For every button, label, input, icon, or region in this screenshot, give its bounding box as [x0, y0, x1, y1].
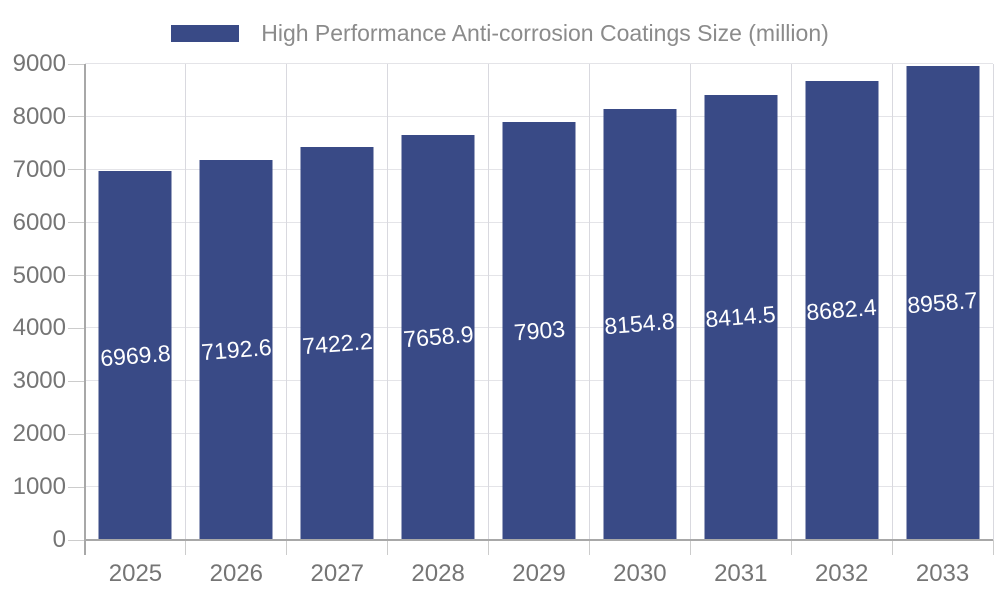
- y-axis-line: [84, 64, 86, 555]
- y-axis-tick-label: 5000: [12, 261, 66, 289]
- x-axis-tick: [185, 540, 187, 555]
- y-axis-tick-label: 3000: [12, 367, 66, 395]
- bar-value-label: 7422.2: [301, 327, 374, 359]
- bar: 7422.2: [300, 147, 374, 540]
- x-axis-tick-label: 2028: [411, 560, 465, 587]
- x-axis-line: [85, 539, 993, 541]
- y-axis-tick: [68, 222, 85, 224]
- y-axis-tick: [68, 380, 85, 382]
- x-axis-tick: [286, 540, 288, 555]
- bar: 8414.5: [704, 94, 778, 540]
- bar-value-label: 8682.4: [805, 294, 878, 326]
- vertical-gridline: [992, 64, 994, 540]
- legend-label: High Performance Anti-corrosion Coatings…: [261, 20, 829, 46]
- x-axis-tick-label: 2026: [209, 560, 264, 587]
- plot-area: 0 1000 2000 3000 4000 5000 6000 7000 8000 9000 696…: [13, 52, 994, 586]
- x-axis-tick: [387, 540, 389, 555]
- x-axis-tick: [790, 540, 792, 555]
- vertical-gridline: [588, 64, 590, 540]
- y-axis-tick-label: 1000: [12, 473, 66, 501]
- y-axis-tick: [68, 539, 85, 541]
- y-axis-tick: [68, 327, 85, 329]
- bar: 6969.8: [98, 171, 172, 540]
- bar-value-label: 7903: [512, 315, 566, 346]
- x-axis-tick-label: 2029: [512, 560, 566, 587]
- horizontal-gridline: [85, 63, 993, 64]
- bar-value-label: 8958.7: [906, 286, 979, 319]
- x-axis-tick: [689, 540, 691, 555]
- x-axis-tick-label: 2027: [310, 560, 364, 587]
- bar: 7903: [502, 122, 576, 540]
- y-axis-tick-label: 6000: [12, 208, 66, 236]
- y-axis-tick-label: 4000: [12, 314, 66, 342]
- y-axis-tick: [68, 486, 85, 488]
- bar: 7192.6: [199, 159, 273, 540]
- y-axis-tick-label: 0: [52, 526, 66, 553]
- vertical-gridline: [488, 64, 490, 540]
- y-axis-tick: [68, 169, 85, 171]
- horizontal-gridline: [85, 115, 993, 117]
- x-axis-tick-label: 2033: [915, 560, 970, 587]
- x-axis-tick-label: 2031: [714, 560, 768, 587]
- x-axis-tick: [992, 540, 994, 555]
- y-axis-tick-label: 9000: [12, 50, 66, 77]
- bar-value-label: 7192.6: [200, 333, 273, 366]
- vertical-gridline: [387, 64, 389, 540]
- vertical-gridline: [689, 64, 691, 540]
- y-axis-tick-label: 2000: [12, 420, 66, 448]
- x-axis-tick: [891, 540, 893, 555]
- y-axis-tick: [68, 433, 85, 435]
- bar-value-label: 8414.5: [704, 301, 777, 333]
- x-axis-tick-label: 2030: [613, 560, 667, 587]
- bar-value-label: 7658.9: [401, 321, 475, 353]
- x-axis-tick-label: 2032: [814, 560, 869, 587]
- legend[interactable]: High Performance Anti-corrosion Coatings…: [0, 20, 1000, 47]
- y-axis-tick-label: 7000: [12, 155, 66, 183]
- bar-value-label: 6969.8: [99, 339, 172, 371]
- bar-value-label: 8154.8: [603, 308, 676, 340]
- vertical-gridline: [891, 64, 893, 540]
- x-axis-tick-label: 2025: [108, 560, 163, 587]
- bar: 8154.8: [603, 108, 677, 540]
- y-axis-tick: [68, 63, 85, 65]
- bar: 8958.7: [906, 66, 980, 540]
- bar: 7658.9: [401, 134, 475, 540]
- legend-swatch: [171, 25, 240, 42]
- y-axis-tick: [68, 116, 85, 118]
- x-axis-tick: [488, 540, 490, 555]
- vertical-gridline: [790, 64, 792, 540]
- y-axis-tick: [68, 275, 85, 277]
- x-axis-tick: [588, 540, 590, 555]
- y-axis-tick-label: 8000: [12, 102, 66, 130]
- vertical-gridline: [286, 64, 288, 540]
- vertical-gridline: [185, 64, 187, 540]
- bar: 8682.4: [805, 80, 879, 540]
